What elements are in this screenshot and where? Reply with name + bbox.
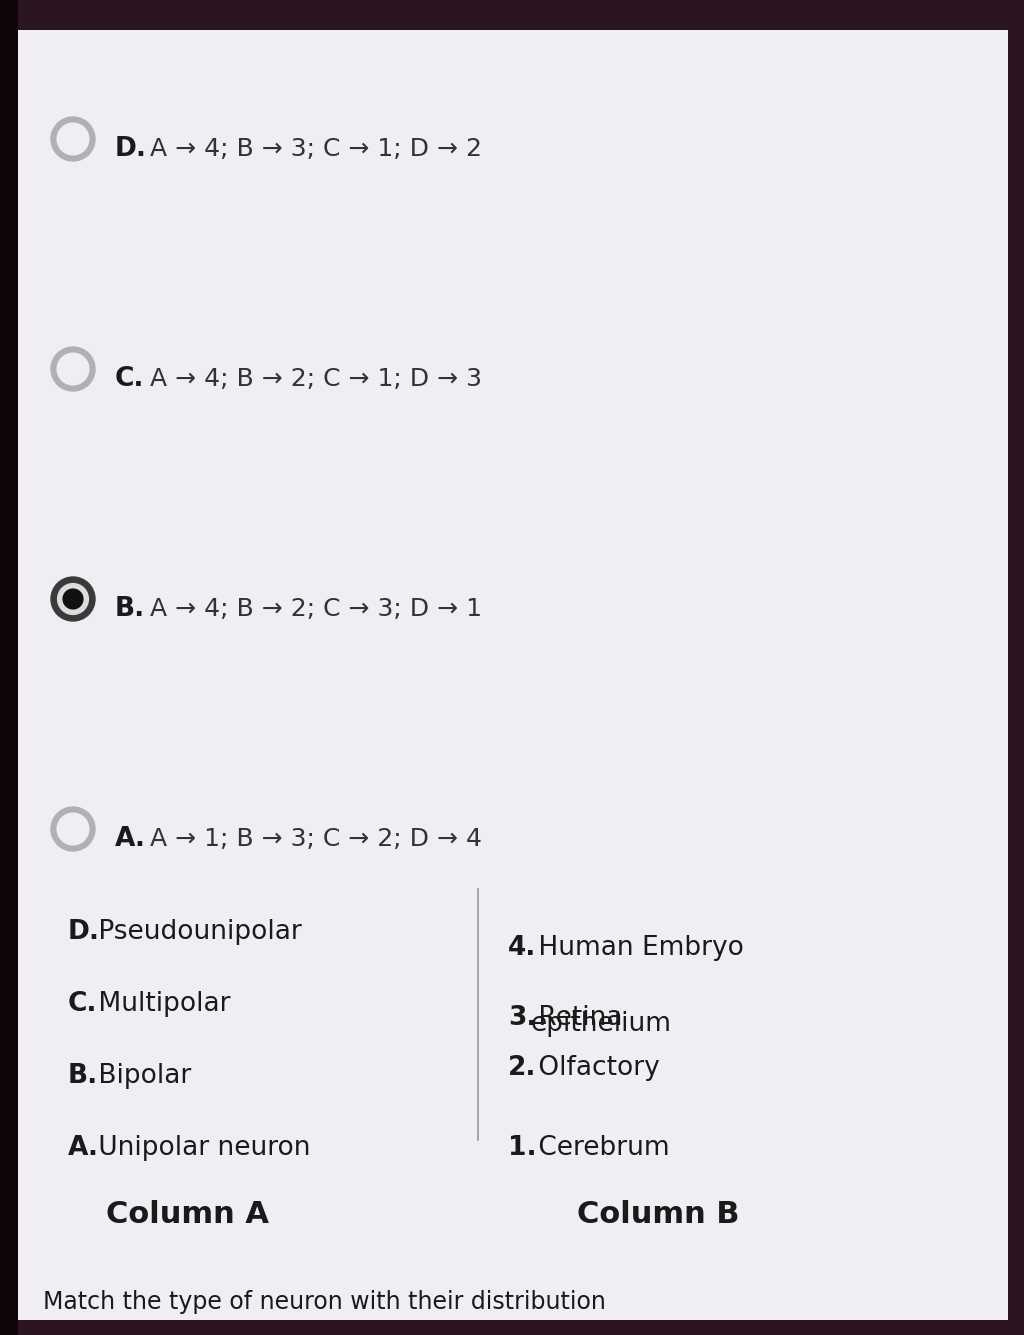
Text: B.: B. [68,1063,98,1089]
Text: A → 4; B → 2; C → 1; D → 3: A → 4; B → 2; C → 1; D → 3 [150,367,482,391]
Text: A.: A. [115,826,146,852]
Text: D.: D. [115,136,147,162]
Text: A.: A. [68,1135,99,1161]
Text: Bipolar: Bipolar [90,1063,191,1089]
Text: Unipolar neuron: Unipolar neuron [90,1135,310,1161]
Circle shape [51,806,95,850]
Text: 1.: 1. [508,1135,537,1161]
Text: B.: B. [115,595,145,622]
Text: 2.: 2. [508,1055,537,1081]
Text: A → 1; B → 3; C → 2; D → 4: A → 1; B → 3; C → 2; D → 4 [150,826,482,850]
Circle shape [51,577,95,621]
Text: Column A: Column A [106,1200,269,1230]
Text: Cerebrum: Cerebrum [530,1135,670,1161]
Text: epithelium: epithelium [530,1011,671,1037]
Text: Human Embryo: Human Embryo [530,934,743,961]
Circle shape [57,354,89,384]
Text: D.: D. [68,918,100,945]
Text: C.: C. [68,991,97,1017]
Text: Retina: Retina [530,1005,623,1031]
Circle shape [65,590,81,607]
Circle shape [57,813,89,845]
Text: Pseudounipolar: Pseudounipolar [90,918,302,945]
Text: Column B: Column B [577,1200,739,1230]
Circle shape [57,123,89,155]
Text: Match the type of neuron with their distribution: Match the type of neuron with their dist… [43,1290,606,1314]
FancyBboxPatch shape [18,29,1008,1320]
Text: A → 4; B → 2; C → 3; D → 1: A → 4; B → 2; C → 3; D → 1 [150,597,482,621]
Circle shape [51,117,95,162]
FancyBboxPatch shape [0,0,18,1335]
Text: 4.: 4. [508,934,537,961]
Circle shape [63,589,83,609]
Text: A → 4; B → 3; C → 1; D → 2: A → 4; B → 3; C → 1; D → 2 [150,138,482,162]
Circle shape [51,347,95,391]
Text: C.: C. [115,366,144,392]
Text: Multipolar: Multipolar [90,991,230,1017]
Text: Olfactory: Olfactory [530,1055,659,1081]
Text: 3.: 3. [508,1005,537,1031]
Circle shape [57,583,88,614]
